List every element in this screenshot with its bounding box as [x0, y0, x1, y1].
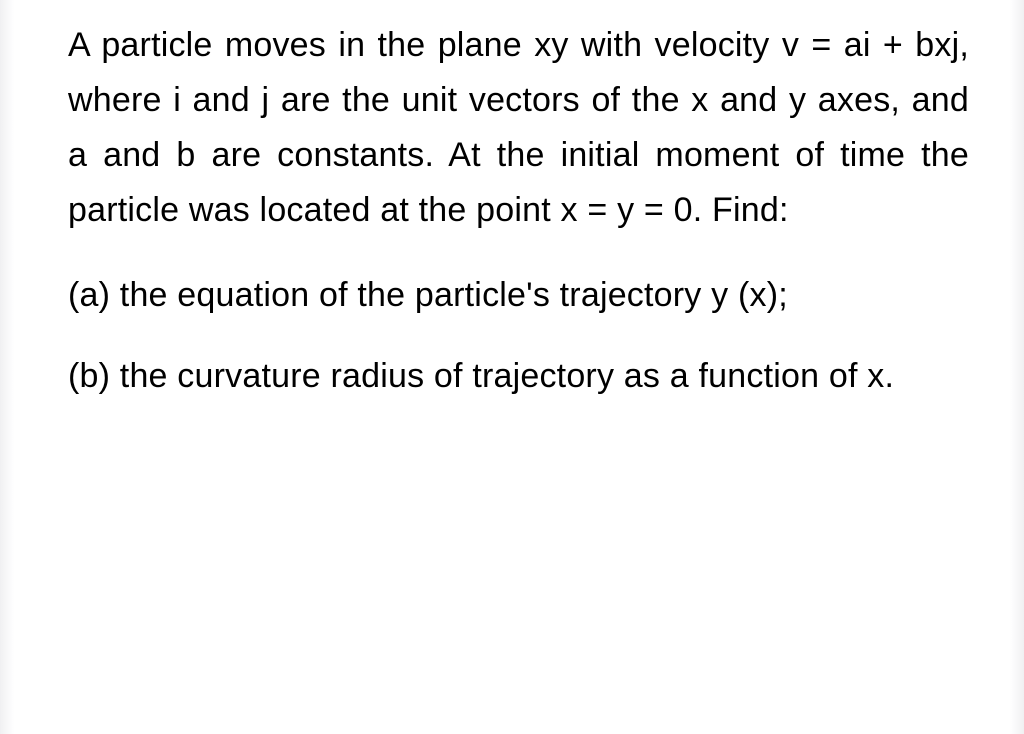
problem-part-b: (b) the curvature radius of trajectory a…	[68, 349, 969, 404]
problem-statement: A particle moves in the plane xy with ve…	[68, 18, 969, 238]
page-edge-left	[0, 0, 14, 734]
page-edge-right	[1010, 0, 1024, 734]
problem-page: A particle moves in the plane xy with ve…	[0, 0, 1024, 734]
problem-part-a: (a) the equation of the particle's traje…	[68, 268, 969, 323]
